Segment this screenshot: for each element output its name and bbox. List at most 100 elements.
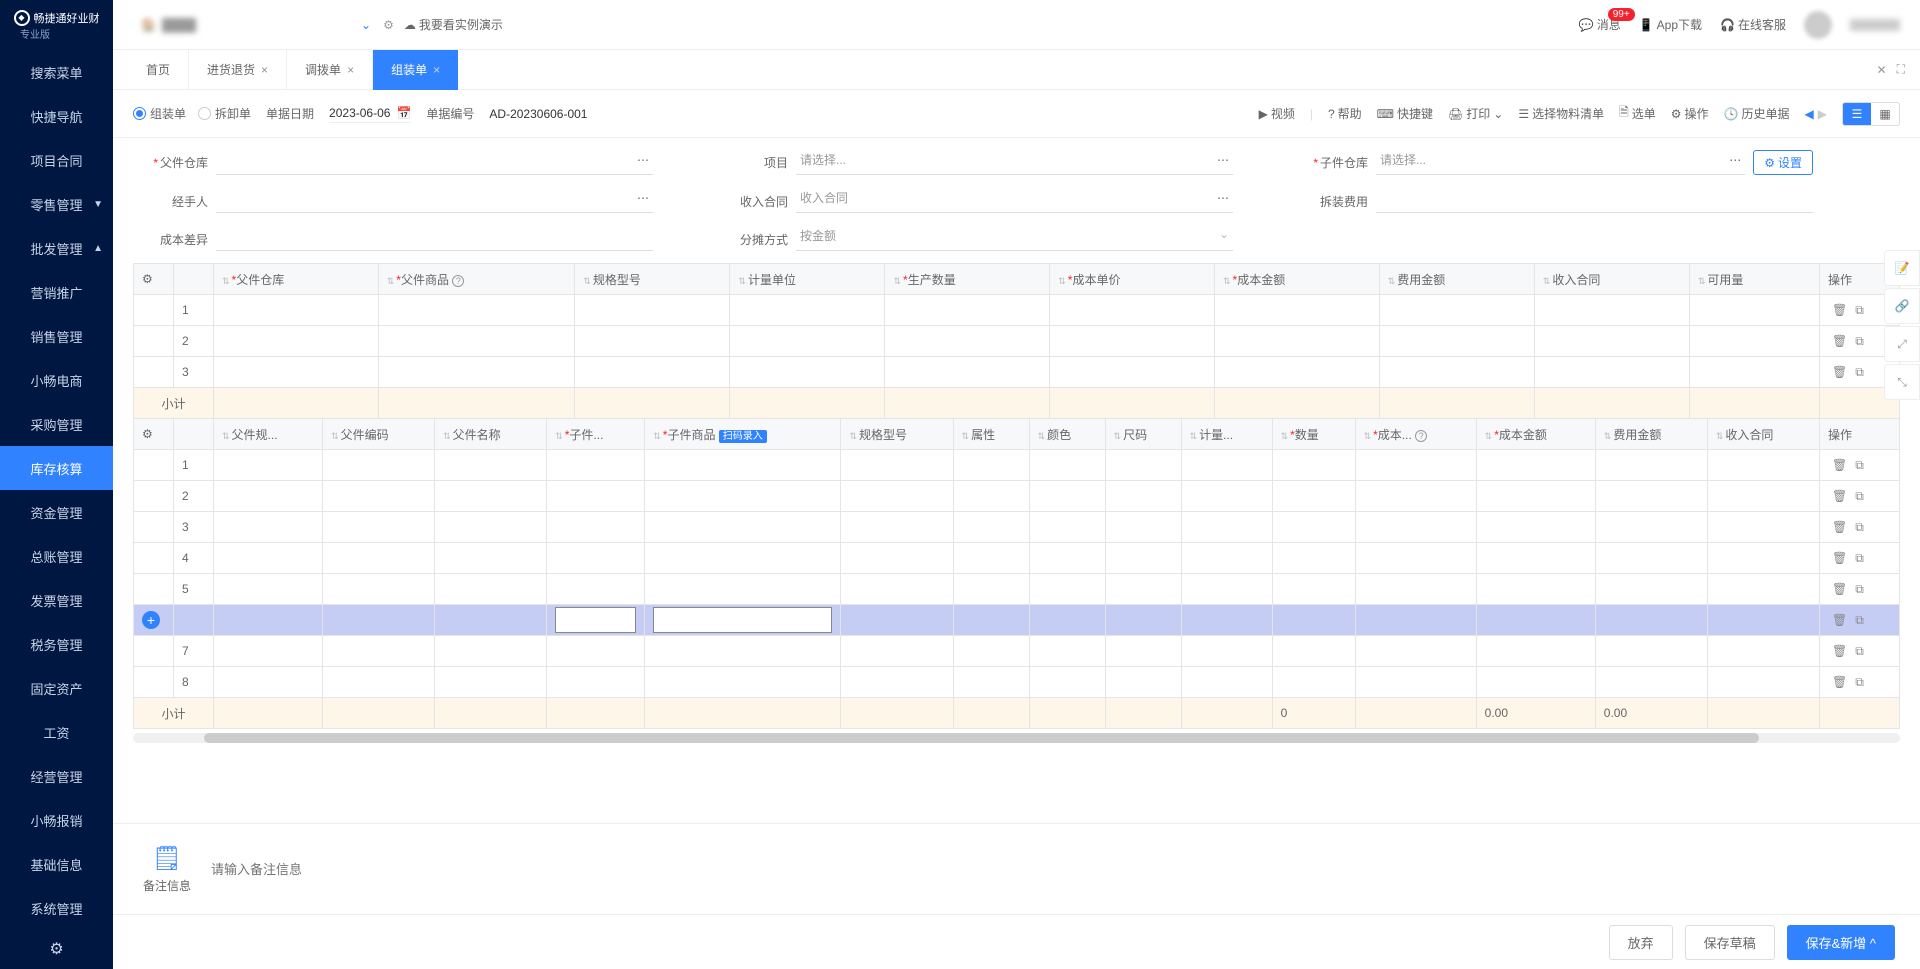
video-link[interactable]: ▶视频 (1259, 105, 1295, 122)
radio-dismantle[interactable]: 拆卸单 (198, 105, 251, 122)
org-selector[interactable]: 🏠████ (133, 10, 353, 40)
copy-icon[interactable]: ⧉ (1855, 334, 1864, 348)
nav-item[interactable]: 经营管理 (0, 754, 113, 798)
nav-item[interactable]: 发票管理 (0, 578, 113, 622)
col-header[interactable]: ⇅*父件商品 ? (378, 264, 575, 295)
col-header[interactable]: ⇅*成本单价 (1050, 264, 1215, 295)
copy-icon[interactable]: ⧉ (1855, 458, 1864, 472)
assembly-fee-input[interactable] (1376, 189, 1813, 213)
nav-item[interactable]: 小畅电商 (0, 358, 113, 402)
table-row[interactable]: 2🗑⧉ (134, 326, 1900, 357)
table-row[interactable]: 1🗑⧉ (134, 450, 1900, 481)
col-header[interactable]: ⇅规格型号 (575, 264, 730, 295)
col-header[interactable]: ⇅可用量 (1689, 264, 1819, 295)
tab[interactable]: 首页 (128, 50, 189, 90)
col-header[interactable]: ⇅*父件仓库 (214, 264, 379, 295)
select-doc-link[interactable]: 🗎选单 (1619, 103, 1656, 124)
hotkey-link[interactable]: ⌨快捷键 (1377, 105, 1433, 122)
nav-item[interactable]: 搜索菜单 (0, 50, 113, 94)
income-contract-input[interactable]: 收入合同 (796, 189, 1233, 213)
discard-button[interactable]: 放弃 (1609, 925, 1673, 960)
col-header[interactable]: ⇅收入合同 (1534, 264, 1689, 295)
customer-service-link[interactable]: 🎧 在线客服 (1720, 16, 1786, 33)
close-icon[interactable]: × (261, 63, 268, 77)
tab[interactable]: 组装单× (373, 50, 458, 90)
table-row[interactable]: 3🗑⧉ (134, 357, 1900, 388)
close-all-icon[interactable]: ✕ (1877, 63, 1887, 77)
col-header[interactable]: ⇅*成本金额 (1214, 264, 1379, 295)
nav-item[interactable]: 营销推广 (0, 270, 113, 314)
nav-item[interactable]: 资金管理 (0, 490, 113, 534)
close-icon[interactable]: × (347, 63, 354, 77)
col-header[interactable]: ⇅颜色 (1029, 419, 1105, 450)
nav-item[interactable]: 总账管理 (0, 534, 113, 578)
nav-item[interactable]: 快捷导航 (0, 94, 113, 138)
col-header[interactable]: ⇅属性 (953, 419, 1029, 450)
cell-input[interactable] (653, 607, 832, 633)
table-row[interactable]: 5🗑⧉ (134, 574, 1900, 605)
settings-gear-icon[interactable]: ⚙ (0, 929, 113, 969)
delete-icon[interactable]: 🗑 (1832, 613, 1847, 627)
col-header[interactable]: ⇅费用金额 (1595, 419, 1707, 450)
nav-item[interactable]: 固定资产 (0, 666, 113, 710)
tab[interactable]: 调拨单× (287, 50, 373, 90)
horizontal-scrollbar[interactable] (133, 733, 1900, 743)
date-input[interactable]: 2023-06-06 📅 (329, 104, 411, 123)
col-header[interactable]: ⇅*子件商品 扫码录入 (645, 419, 841, 450)
radio-assemble[interactable]: 组装单 (133, 105, 186, 122)
table-row[interactable]: 1🗑⧉ (134, 295, 1900, 326)
col-header[interactable]: ⇅计量... (1181, 419, 1272, 450)
nav-item[interactable]: 系统管理 (0, 886, 113, 929)
print-link[interactable]: 🖨打印⌄ (1448, 105, 1503, 122)
save-draft-button[interactable]: 保存草稿 (1685, 925, 1775, 960)
nav-item[interactable]: 零售管理▼ (0, 182, 113, 226)
view-list-button[interactable]: ☰ (1843, 103, 1871, 125)
view-grid-button[interactable]: ▦ (1871, 103, 1899, 125)
gear-col-icon[interactable]: ⚙ (134, 419, 174, 450)
rail-collapse-icon[interactable]: ⤡ (1884, 364, 1920, 400)
delete-icon[interactable]: 🗑 (1832, 551, 1847, 565)
col-header[interactable]: ⇅规格型号 (841, 419, 953, 450)
save-new-button[interactable]: 保存&新增 ^ (1787, 925, 1895, 960)
nav-item[interactable]: 库存核算 (0, 446, 113, 490)
help-link[interactable]: ?帮助 (1328, 105, 1362, 122)
app-download-link[interactable]: 📱 App下载 (1639, 16, 1702, 33)
cell-input[interactable] (555, 607, 636, 633)
nav-item[interactable]: 采购管理 (0, 402, 113, 446)
table-row[interactable]: 4🗑⧉ (134, 543, 1900, 574)
copy-icon[interactable]: ⧉ (1855, 613, 1864, 627)
table-row[interactable]: 2🗑⧉ (134, 481, 1900, 512)
message-link[interactable]: 💬 消息 99+ (1579, 16, 1621, 33)
nav-item[interactable]: 批发管理▲ (0, 226, 113, 270)
col-header[interactable]: ⇅*生产数量 (885, 264, 1050, 295)
table-row[interactable]: 7🗑⧉ (134, 636, 1900, 667)
tab[interactable]: 进货退货× (189, 50, 287, 90)
nav-item[interactable]: 项目合同 (0, 138, 113, 182)
ops-link[interactable]: ⚙操作 (1671, 105, 1709, 122)
delete-icon[interactable]: 🗑 (1832, 675, 1847, 689)
gear-icon[interactable]: ⚙ (383, 18, 394, 32)
nav-item[interactable]: 工资 (0, 710, 113, 754)
col-header[interactable]: ⇅计量单位 (730, 264, 885, 295)
rail-note-icon[interactable]: 📝 (1884, 250, 1920, 286)
copy-icon[interactable]: ⧉ (1855, 520, 1864, 534)
settings-button[interactable]: ⚙设置 (1753, 150, 1813, 175)
delete-icon[interactable]: 🗑 (1832, 489, 1847, 503)
nav-item[interactable]: 小畅报销 (0, 798, 113, 842)
child-warehouse-input[interactable]: 请选择... (1376, 151, 1745, 175)
col-header[interactable]: ⇅*成本... ? (1355, 419, 1476, 450)
rail-expand-icon[interactable]: ⤢ (1884, 326, 1920, 362)
nav-item[interactable]: 税务管理 (0, 622, 113, 666)
col-header[interactable]: ⇅收入合同 (1707, 419, 1819, 450)
col-header[interactable]: ⇅*成本金额 (1476, 419, 1595, 450)
allocation-select[interactable]: 按金额⌄ (796, 227, 1233, 251)
prev-doc-icon[interactable]: ◀ (1805, 107, 1814, 121)
col-header[interactable]: ⇅费用金额 (1379, 264, 1534, 295)
copy-icon[interactable]: ⧉ (1855, 489, 1864, 503)
project-input[interactable]: 请选择... (796, 151, 1233, 175)
delete-icon[interactable]: 🗑 (1832, 520, 1847, 534)
next-doc-icon[interactable]: ▶ (1818, 107, 1827, 121)
chevron-down-icon[interactable]: ⌄ (361, 18, 371, 32)
remarks-input[interactable] (211, 862, 1890, 877)
close-icon[interactable]: × (433, 63, 440, 77)
